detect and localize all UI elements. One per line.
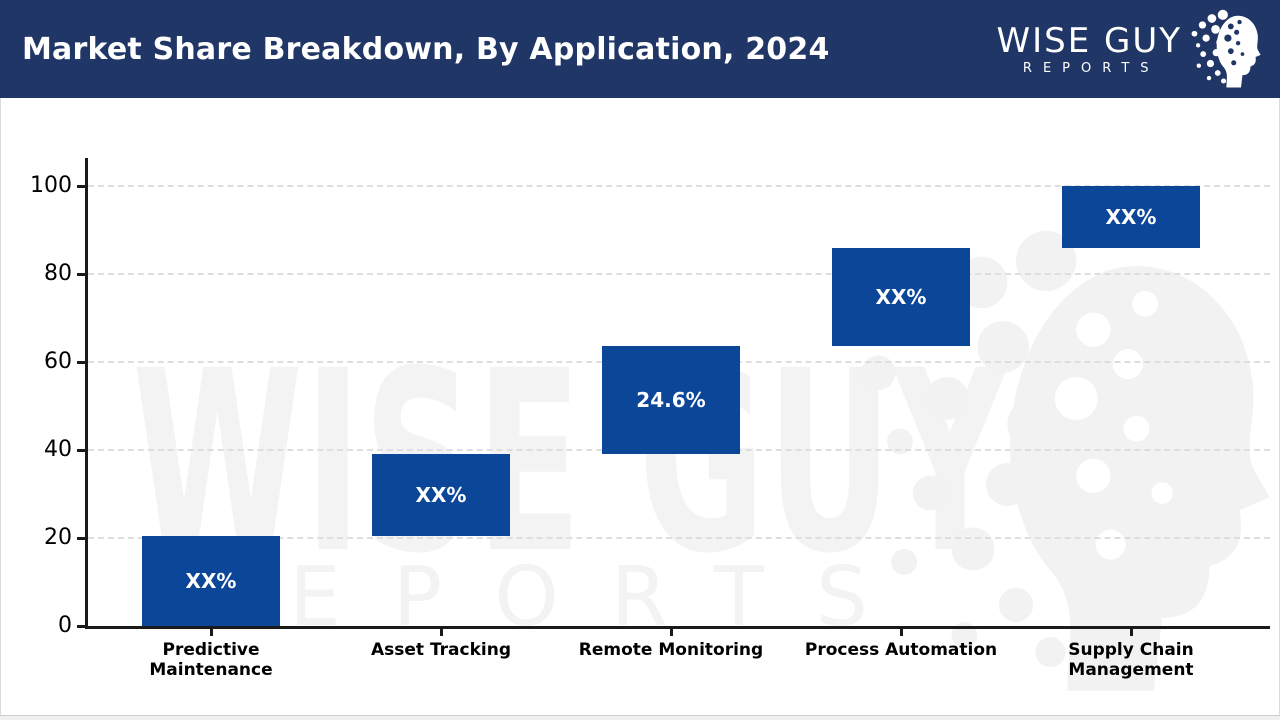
gridline-100 (88, 185, 1270, 187)
page-bottom-border (0, 715, 1280, 716)
y-axis-spine (85, 158, 88, 629)
brand-logo-text: WISE GUY REPORTS (996, 24, 1182, 75)
y-tickmark-80 (77, 272, 88, 276)
y-tickmark-60 (77, 360, 88, 364)
bar-value-label-process-automation: XX% (875, 284, 927, 309)
page-left-border (0, 98, 1, 720)
y-tickmark-40 (77, 448, 88, 452)
bar-process-automation: XX% (832, 247, 970, 347)
y-tick-label-20: 20 (44, 525, 72, 550)
y-tick-label-100: 100 (30, 173, 72, 198)
gridline-80 (88, 273, 1270, 275)
brand-logo: WISE GUY REPORTS (996, 9, 1280, 89)
y-tick-label-80: 80 (44, 261, 72, 286)
chart-area: WISE GUY REPORTS 0 20 40 60 80 100 XX% Predicti… (0, 98, 1280, 720)
page-title: Market Share Breakdown, By Application, … (22, 31, 830, 67)
bar-predictive-maintenance: XX% (142, 535, 280, 626)
brand-name: WISE GUY (996, 20, 1182, 61)
header-bar: Market Share Breakdown, By Application, … (0, 0, 1280, 98)
x-category-label-predictive-maintenance: Predictive Maintenance (149, 640, 273, 680)
bar-asset-tracking: XX% (372, 454, 510, 536)
bar-value-label-supply-chain-management: XX% (1105, 204, 1157, 229)
x-axis-spine (85, 626, 1270, 629)
x-category-label-process-automation: Process Automation (804, 640, 998, 660)
bar-value-label-remote-monitoring: 24.6% (636, 388, 706, 413)
bar-supply-chain-management: XX% (1062, 186, 1200, 248)
x-tickmark-supply-chain-management (1129, 628, 1133, 636)
brand-subname: REPORTS (1022, 60, 1160, 76)
y-tickmark-20 (77, 536, 88, 540)
x-tickmark-remote-monitoring (669, 628, 673, 636)
x-category-label-supply-chain-management: Supply Chain Management (1068, 640, 1194, 680)
y-tick-label-60: 60 (44, 349, 72, 374)
x-tickmark-asset-tracking (439, 628, 443, 636)
x-tickmark-predictive-maintenance (209, 628, 213, 636)
y-tick-label-0: 0 (58, 613, 72, 638)
x-category-label-remote-monitoring: Remote Monitoring (578, 640, 764, 660)
bar-remote-monitoring: 24.6% (602, 346, 740, 455)
gridline-20 (88, 537, 1270, 539)
x-tickmark-process-automation (899, 628, 903, 636)
page-bottom-strip (0, 716, 1280, 720)
y-tick-label-40: 40 (44, 437, 72, 462)
y-tickmark-0 (77, 624, 88, 628)
bar-value-label-asset-tracking: XX% (415, 483, 467, 508)
bar-value-label-predictive-maintenance: XX% (185, 568, 237, 593)
y-tickmark-100 (77, 184, 88, 188)
x-category-label-asset-tracking: Asset Tracking (370, 640, 512, 660)
